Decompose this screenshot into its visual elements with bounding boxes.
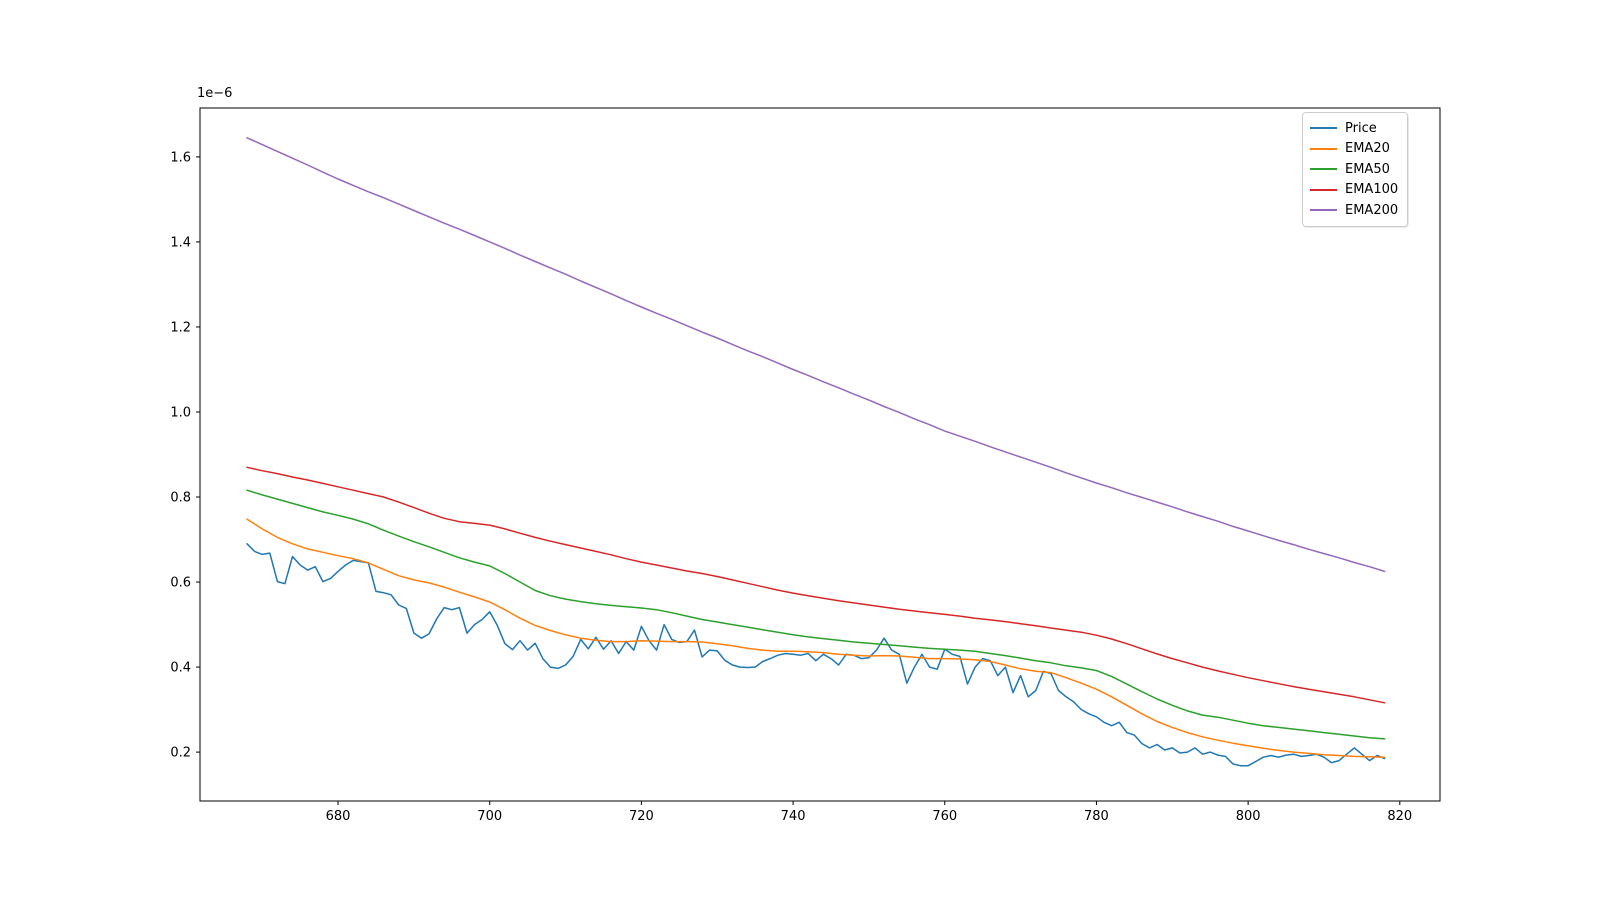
series-line-ema200 bbox=[246, 137, 1386, 573]
y-tick-label: 1.6 bbox=[170, 150, 191, 165]
x-tick-label: 760 bbox=[932, 809, 957, 824]
legend-entry-price: Price bbox=[1310, 118, 1398, 139]
series-line-ema20 bbox=[246, 518, 1386, 758]
x-tick-label: 800 bbox=[1236, 809, 1261, 824]
series-line-price bbox=[246, 543, 1386, 767]
legend-entry-ema20: EMA20 bbox=[1310, 139, 1398, 160]
legend-entry-ema100: EMA100 bbox=[1310, 180, 1398, 201]
legend-label: EMA200 bbox=[1345, 202, 1399, 218]
ema100-line-swatch bbox=[1310, 188, 1337, 191]
axes-border bbox=[199, 107, 1441, 802]
x-tick-label: 780 bbox=[1084, 809, 1109, 824]
y-tick-label: 1.2 bbox=[170, 320, 191, 335]
y-tick-label: 0.8 bbox=[170, 491, 191, 506]
x-tick-label: 680 bbox=[326, 809, 351, 824]
price-line-swatch bbox=[1310, 127, 1337, 130]
legend-entry-ema50: EMA50 bbox=[1310, 159, 1398, 180]
ema20-line-swatch bbox=[1310, 147, 1337, 150]
x-tick-label: 740 bbox=[781, 809, 806, 824]
y-tick-label: 1.4 bbox=[170, 235, 191, 250]
series-line-ema50 bbox=[246, 489, 1386, 740]
legend-label: EMA50 bbox=[1345, 161, 1390, 177]
legend-label: EMA100 bbox=[1345, 182, 1399, 198]
ema200-line-swatch bbox=[1310, 209, 1337, 212]
x-tick-label: 820 bbox=[1387, 809, 1412, 824]
y-tick-label: 0.4 bbox=[170, 661, 191, 676]
legend-entry-ema200: EMA200 bbox=[1310, 200, 1398, 221]
series-line-ema100 bbox=[246, 466, 1386, 704]
ema50-line-swatch bbox=[1310, 168, 1337, 171]
y-tick-label: 1.0 bbox=[170, 405, 191, 420]
legend-box: Price EMA20 EMA50 EMA100 EMA200 bbox=[1302, 112, 1409, 227]
y-axis-offset-label: 1e−6 bbox=[197, 86, 233, 101]
y-tick-label: 0.2 bbox=[170, 746, 191, 761]
legend-label: EMA20 bbox=[1345, 141, 1390, 157]
x-tick-label: 720 bbox=[629, 809, 654, 824]
y-tick-label: 0.6 bbox=[170, 576, 191, 591]
legend-label: Price bbox=[1345, 120, 1377, 136]
x-tick-label: 700 bbox=[477, 809, 502, 824]
